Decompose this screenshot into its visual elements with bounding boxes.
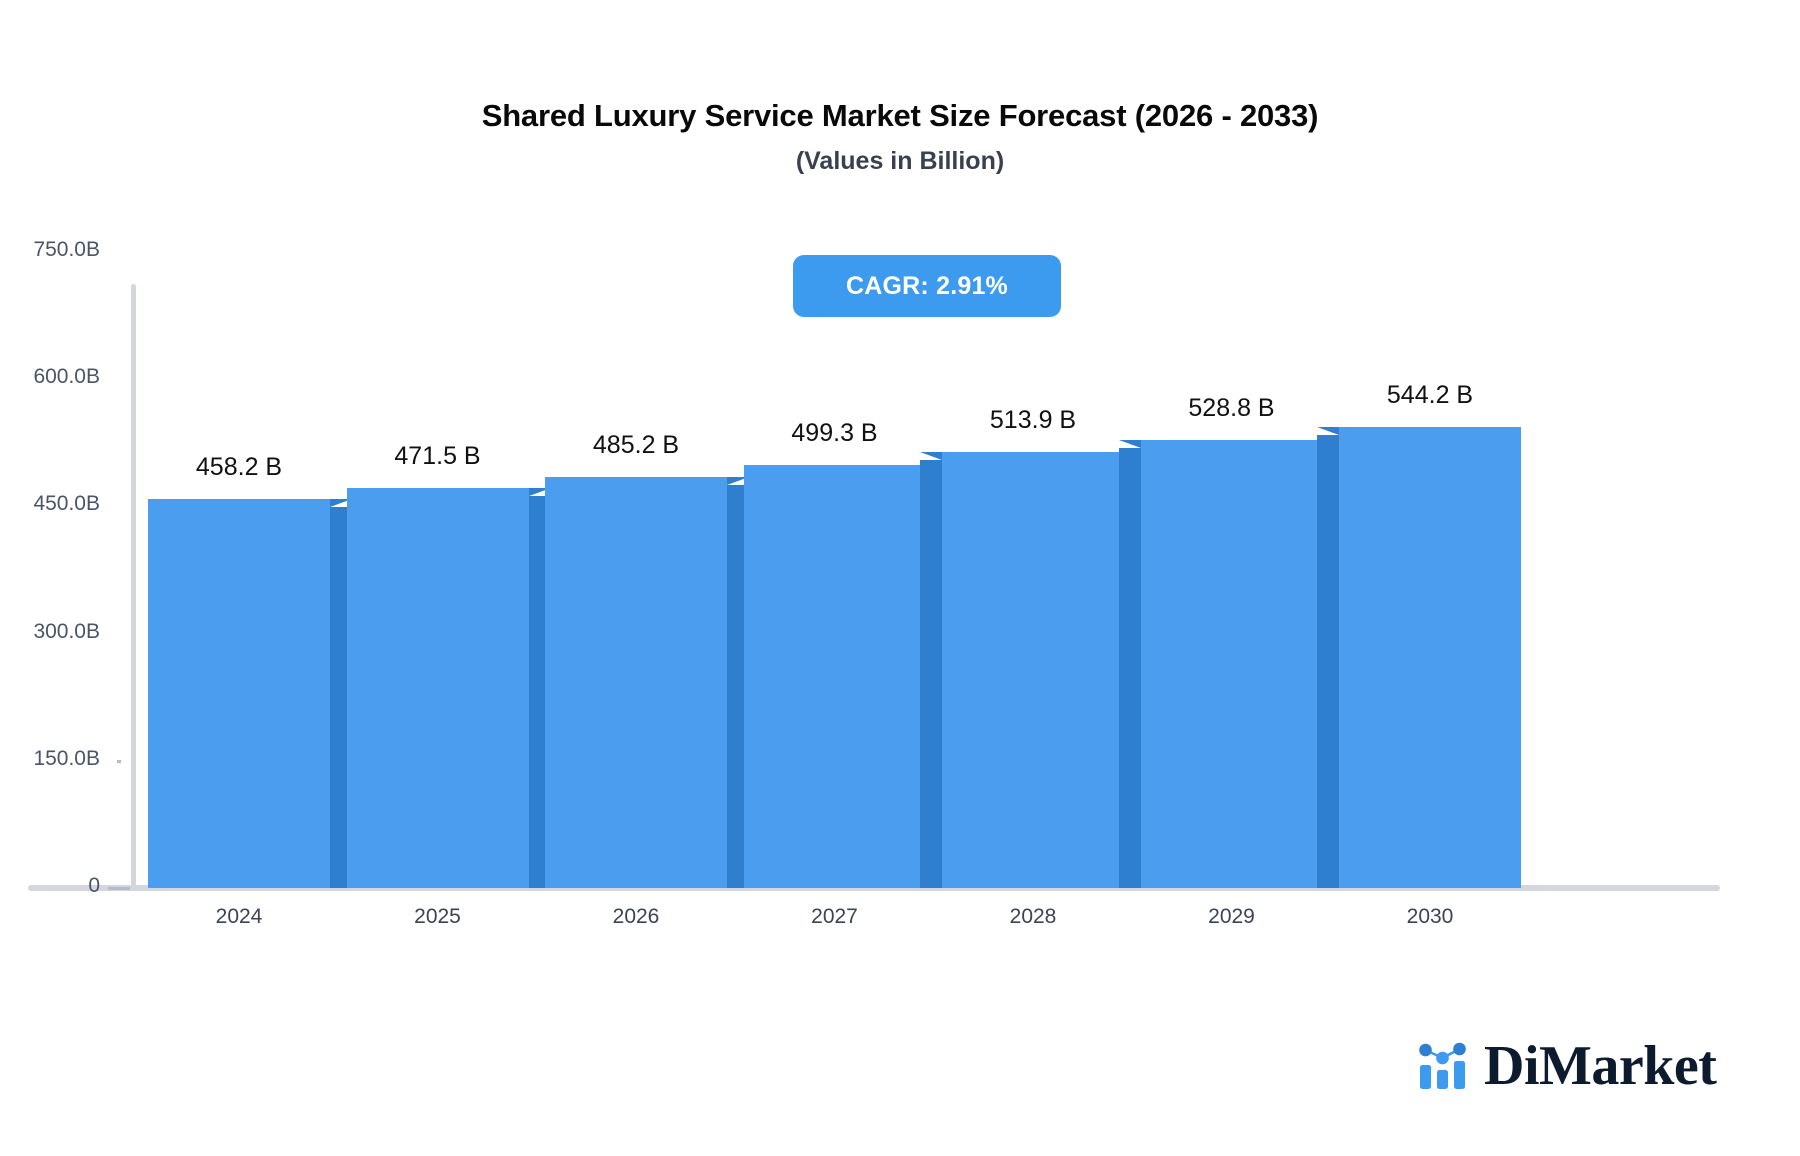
x-axis-tick-label: 2027: [811, 905, 858, 928]
bar-top-bevel: [727, 476, 749, 485]
x-axis-tick-label: 2025: [414, 905, 461, 928]
bar-top-bevel: [1317, 426, 1339, 435]
bar-front-face[interactable]: [743, 464, 926, 888]
bar-front-face[interactable]: [545, 476, 727, 888]
bar-top-bevel: [330, 499, 352, 508]
bar-value-label: 471.5 B: [394, 442, 481, 471]
bar-value-label: 458.2 B: [195, 453, 283, 482]
page-title: Shared Luxury Service Market Size Foreca…: [481, 98, 1319, 133]
bar-top-bevel: [528, 488, 551, 497]
y-axis-line: [131, 284, 136, 888]
chart-subtitle: (Values in Billion): [795, 147, 1005, 175]
y-axis-tick-mark: [117, 759, 121, 763]
bar-side-face: [920, 460, 942, 888]
x-axis-tick-label: 2024: [215, 905, 263, 928]
bar-front-face[interactable]: [942, 452, 1124, 888]
bar-top-bevel: [920, 452, 942, 461]
bar-value-label: 544.2 B: [1386, 380, 1474, 409]
bar-side-face: [1118, 447, 1141, 888]
y-axis-tick-label: 750.0B: [33, 238, 100, 261]
bar-value-label: 499.3 B: [791, 418, 878, 447]
bar-top-bevel: [1118, 439, 1141, 448]
bar-front-face[interactable]: [1140, 439, 1323, 888]
y-axis-tick-label: 450.0B: [33, 492, 100, 516]
cagr-badge: CAGR: 2.91%: [793, 255, 1061, 317]
y-axis-tick-label: 0: [88, 874, 100, 897]
y-axis-tick-label: 300.0B: [33, 619, 100, 643]
x-axis-tick-label: 2029: [1208, 905, 1255, 928]
x-axis-line: [28, 885, 1720, 891]
bar-value-label: 528.8 B: [1188, 393, 1275, 422]
y-axis-tick-label: 150.0B: [33, 746, 100, 770]
bar-value-label: 485.2 B: [592, 430, 680, 459]
bar-front-face[interactable]: [1339, 426, 1521, 888]
x-axis-tick-label: 2030: [1406, 905, 1454, 928]
bar-front-face[interactable]: [148, 499, 330, 888]
x-axis-tick-label: 2026: [612, 905, 660, 928]
bar-chart-dots-icon: [1419, 1042, 1466, 1089]
x-axis-tick-label: 2028: [1009, 905, 1057, 928]
brand-logo: DiMarket: [1418, 1035, 1717, 1097]
y-axis-tick-label: 600.0B: [33, 365, 100, 389]
bar-front-face[interactable]: [346, 488, 529, 888]
y-axis-tick-mark: [108, 887, 130, 890]
logo-wordmark: DiMarket: [1484, 1035, 1717, 1097]
bar-side-face: [1317, 434, 1339, 888]
bar-value-label: 513.9 B: [989, 406, 1077, 435]
